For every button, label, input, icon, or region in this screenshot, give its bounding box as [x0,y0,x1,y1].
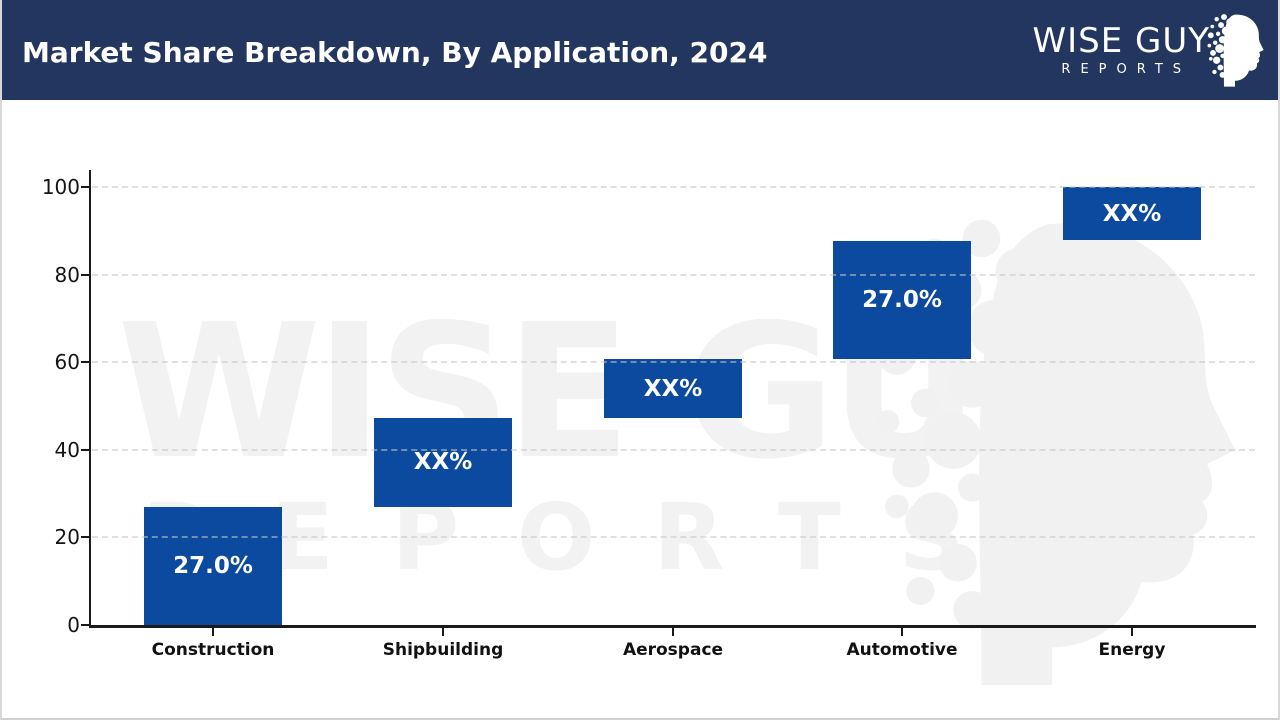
bar-aerospace: XX% [604,359,742,419]
bar-construction: 27.0% [144,506,282,625]
y-axis-line [89,170,91,628]
x-tick-mark-construction [212,628,214,636]
gridline-80 [92,273,1255,276]
watermark-head-icon [875,219,1236,685]
y-tick-label-80: 80 [54,262,80,287]
x-axis-line [89,625,1256,628]
bar-shipbuilding: XX% [374,418,512,507]
bar-value-label-construction: 27.0% [173,552,253,579]
bar-value-label-shipbuilding: XX% [413,449,473,476]
y-tick-mark-0 [81,624,89,626]
x-tick-mark-automotive [901,628,903,636]
gridline-20 [92,536,1255,539]
header-band: Market Share Breakdown, By Application, … [2,0,1278,100]
y-tick-mark-80 [81,273,89,276]
page-title: Market Share Breakdown, By Application, … [22,36,768,69]
x-tick-mark-shipbuilding [442,628,444,636]
gridline-60 [92,361,1255,364]
y-tick-mark-40 [81,448,89,451]
x-category-label-energy: Energy [1098,640,1166,660]
y-tick-label-40: 40 [54,437,80,462]
y-tick-mark-20 [81,536,89,539]
logo-reports-text: REPORTS [1061,61,1192,77]
y-tick-label-60: 60 [54,350,80,375]
y-tick-mark-60 [81,361,89,364]
y-tick-mark-100 [81,186,89,188]
wiseguy-logo: WISE GUY REPORTS [1032,10,1268,90]
wiseguy-head-icon [1207,14,1264,87]
bar-value-label-automotive: 27.0% [862,286,942,313]
y-tick-label-20: 20 [54,525,80,550]
x-category-label-shipbuilding: Shipbuilding [382,640,504,660]
logo-wiseguy-text: WISE GUY [1032,21,1210,62]
gridline-100 [92,186,1255,188]
x-category-label-construction: Construction [151,640,275,660]
bar-value-label-energy: XX% [1102,200,1162,227]
bar-value-label-aerospace: XX% [643,375,703,402]
y-tick-label-0: 0 [67,613,80,637]
x-category-label-aerospace: Aerospace [622,640,724,660]
bar-energy: XX% [1063,187,1201,241]
x-tick-mark-aerospace [672,628,674,636]
x-tick-mark-energy [1131,628,1133,636]
gridline-40 [92,448,1255,451]
x-category-label-automotive: Automotive [846,640,958,660]
bar-automotive: 27.0% [833,240,971,360]
y-tick-label-100: 100 [41,175,80,199]
